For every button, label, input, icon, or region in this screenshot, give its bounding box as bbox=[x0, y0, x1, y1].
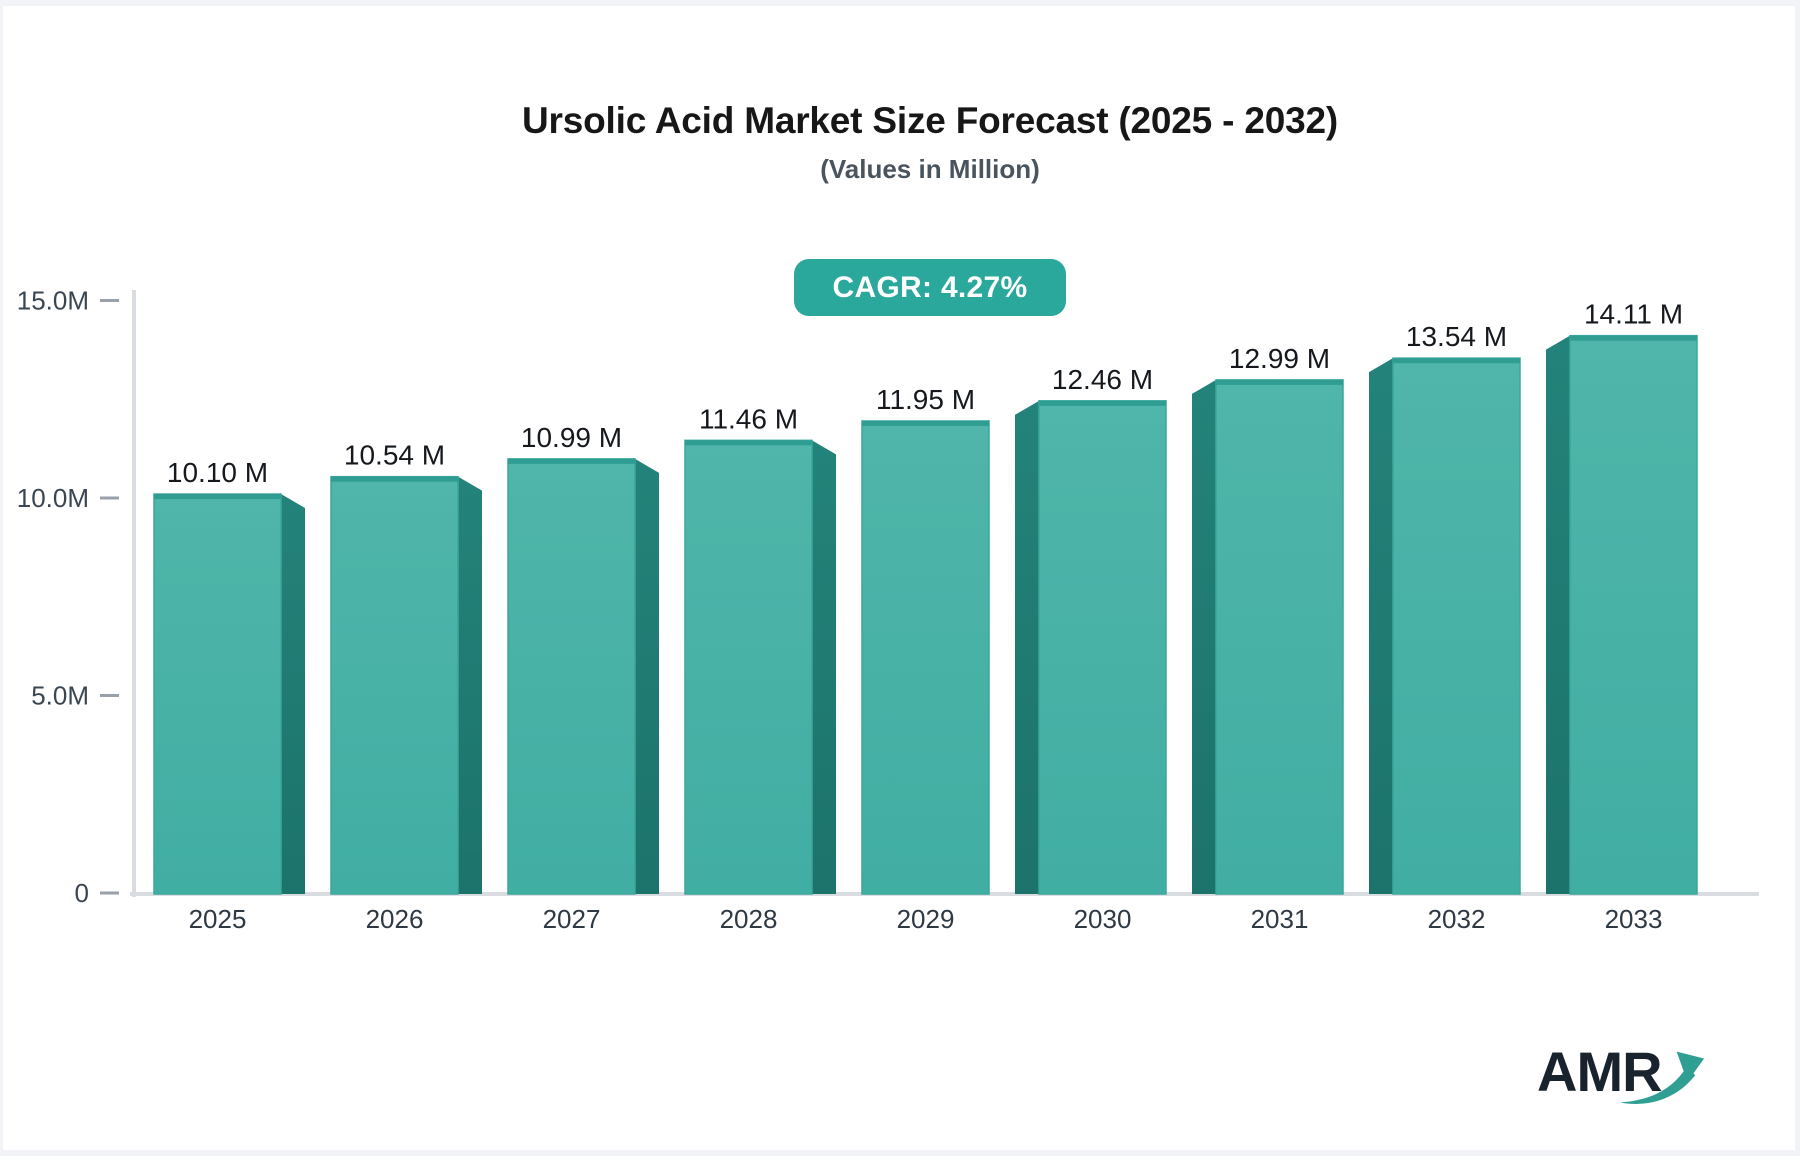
bar-value-label-2026: 10.54 M bbox=[344, 440, 445, 471]
bar-value-label-2031: 12.99 M bbox=[1229, 343, 1330, 374]
growth-arrow-icon bbox=[1619, 1051, 1705, 1104]
cagr-badge-label: CAGR: 4.27% bbox=[832, 270, 1028, 304]
bar-value-label-2029: 11.95 M bbox=[876, 384, 975, 415]
bar-group-2030 bbox=[1015, 400, 1167, 895]
bar-group-2027 bbox=[507, 458, 659, 895]
bar-top-edge bbox=[1393, 358, 1520, 364]
y-axis-line bbox=[132, 290, 136, 897]
chart-title: Ursolic Acid Market Size Forecast (2025 … bbox=[522, 100, 1338, 141]
x-tick-label-2027: 2027 bbox=[543, 904, 601, 934]
bar-side-panel bbox=[812, 440, 836, 894]
bar-group-2033 bbox=[1546, 334, 1698, 895]
bar-value-label-2025: 10.10 M bbox=[167, 457, 268, 488]
bar-top-edge bbox=[154, 494, 281, 500]
bar-face-2027 bbox=[507, 458, 636, 895]
bar-group-2028 bbox=[684, 439, 836, 895]
x-tick-label-2028: 2028 bbox=[720, 904, 778, 934]
labels: 10.10 M 2025 10.54 M 2026 10.99 M 2027 11.46 M… bbox=[167, 299, 1683, 934]
bar-value-label-2028: 11.46 M bbox=[699, 403, 798, 434]
bar-side-panel bbox=[458, 476, 482, 894]
bar-face-2033 bbox=[1569, 334, 1698, 895]
bar-face-2028 bbox=[684, 439, 813, 895]
bar-top-edge bbox=[331, 476, 458, 482]
y-tick-label-15.0M: 15.0M bbox=[17, 286, 89, 316]
x-tick-label-2030: 2030 bbox=[1074, 904, 1132, 934]
x-tick-label-2032: 2032 bbox=[1428, 904, 1486, 934]
bar-side-panel bbox=[1192, 379, 1216, 894]
y-tick-0 bbox=[100, 891, 119, 895]
bar-top-edge bbox=[508, 458, 635, 464]
bar-top-edge bbox=[1570, 335, 1697, 341]
bar-group-2026 bbox=[330, 475, 482, 895]
bar-face-2031 bbox=[1215, 379, 1344, 895]
bar-top-edge bbox=[1039, 400, 1166, 406]
y-tick-label-5.0M: 5.0M bbox=[31, 681, 89, 711]
bar-group-2031 bbox=[1192, 379, 1344, 895]
y-tick-10.0M bbox=[100, 496, 119, 500]
y-tick-label-10.0M: 10.0M bbox=[17, 483, 89, 513]
bar-face-2025 bbox=[153, 493, 282, 895]
bar-group-2032 bbox=[1369, 357, 1521, 895]
bar-top-edge bbox=[1216, 379, 1343, 385]
x-tick-label-2031: 2031 bbox=[1251, 904, 1309, 934]
bar-value-label-2032: 13.54 M bbox=[1406, 321, 1507, 352]
bar-value-label-2027: 10.99 M bbox=[521, 422, 622, 453]
bar-side-panel bbox=[1015, 400, 1039, 894]
x-tick-label-2026: 2026 bbox=[366, 904, 424, 934]
bar-side-panel bbox=[1369, 358, 1393, 894]
bar-face-2030 bbox=[1038, 400, 1167, 895]
bar-value-label-2033: 14.11 M bbox=[1584, 299, 1683, 330]
chart-subtitle: (Values in Million) bbox=[820, 154, 1040, 184]
bar-face-2029 bbox=[861, 420, 990, 895]
bar-value-label-2030: 12.46 M bbox=[1052, 364, 1153, 395]
bar-group-2029 bbox=[861, 420, 990, 895]
y-tick-label-0: 0 bbox=[75, 878, 89, 908]
bar-face-2032 bbox=[1392, 357, 1521, 895]
cagr-badge: CAGR: 4.27% bbox=[794, 259, 1066, 316]
bar-side-panel bbox=[635, 458, 659, 894]
x-tick-label-2033: 2033 bbox=[1605, 904, 1663, 934]
y-tick-15.0M bbox=[100, 299, 119, 302]
amr-logo-text: AMR bbox=[1537, 1040, 1663, 1103]
x-tick-label-2025: 2025 bbox=[189, 904, 247, 934]
bar-side-panel bbox=[1546, 335, 1570, 894]
x-tick-label-2029: 2029 bbox=[897, 904, 955, 934]
bars bbox=[153, 334, 1698, 895]
y-tick-5.0M bbox=[100, 694, 119, 697]
chart-card: Ursolic Acid Market Size Forecast (2025 … bbox=[3, 6, 1795, 1150]
bar-top-edge bbox=[685, 440, 812, 446]
bar-side-panel bbox=[281, 494, 305, 894]
bar-group-2025 bbox=[153, 493, 305, 895]
bar-top-edge bbox=[862, 420, 989, 426]
bar-face-2026 bbox=[330, 475, 459, 895]
